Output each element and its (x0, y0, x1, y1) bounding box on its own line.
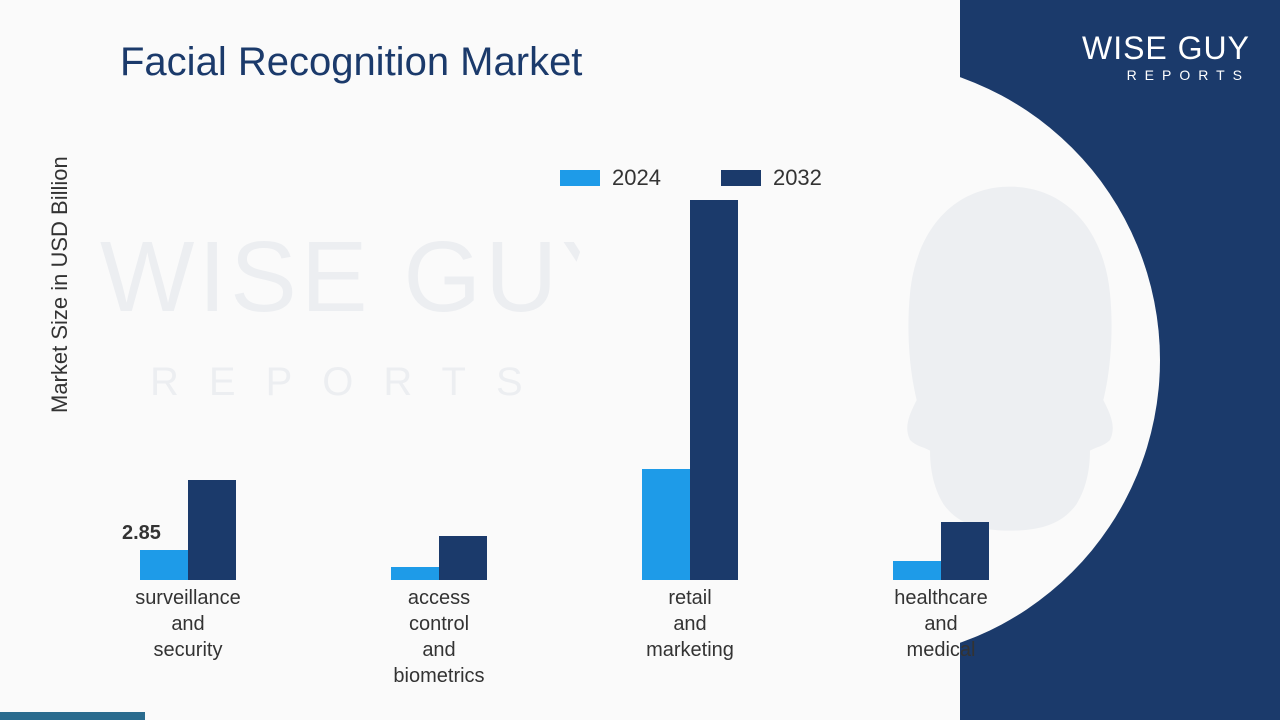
bar-group (391, 536, 487, 580)
chart-area: 2.85 (110, 200, 950, 580)
logo-main-text: WISE GUY (1082, 30, 1250, 67)
legend-label-2032: 2032 (773, 165, 822, 191)
bar (690, 200, 738, 580)
brand-logo: WISE GUY REPORTS (1082, 30, 1250, 83)
chart-title: Facial Recognition Market (120, 40, 582, 85)
bar (893, 561, 941, 580)
bar (642, 469, 690, 580)
legend-item-2032: 2032 (721, 165, 822, 191)
y-axis-label: Market Size in USD Billion (47, 156, 73, 413)
legend-swatch-2032 (721, 170, 761, 186)
x-axis-label: retailandmarketing (602, 585, 778, 663)
bar (391, 567, 439, 580)
x-axis-label: surveillanceandsecurity (100, 585, 276, 663)
bar (941, 522, 989, 580)
legend-swatch-2024 (560, 170, 600, 186)
bottom-accent-bar (0, 712, 145, 720)
bar-group (642, 200, 738, 580)
x-axis-label: accesscontrolandbiometrics (351, 585, 527, 689)
bar (140, 550, 188, 580)
bar (439, 536, 487, 580)
data-label: 2.85 (122, 522, 161, 545)
legend: 2024 2032 (560, 165, 822, 191)
bar (188, 480, 236, 580)
logo-sub-text: REPORTS (1082, 67, 1250, 83)
x-axis-label: healthcareandmedical (853, 585, 1029, 663)
bar-group (893, 522, 989, 580)
legend-item-2024: 2024 (560, 165, 661, 191)
legend-label-2024: 2024 (612, 165, 661, 191)
